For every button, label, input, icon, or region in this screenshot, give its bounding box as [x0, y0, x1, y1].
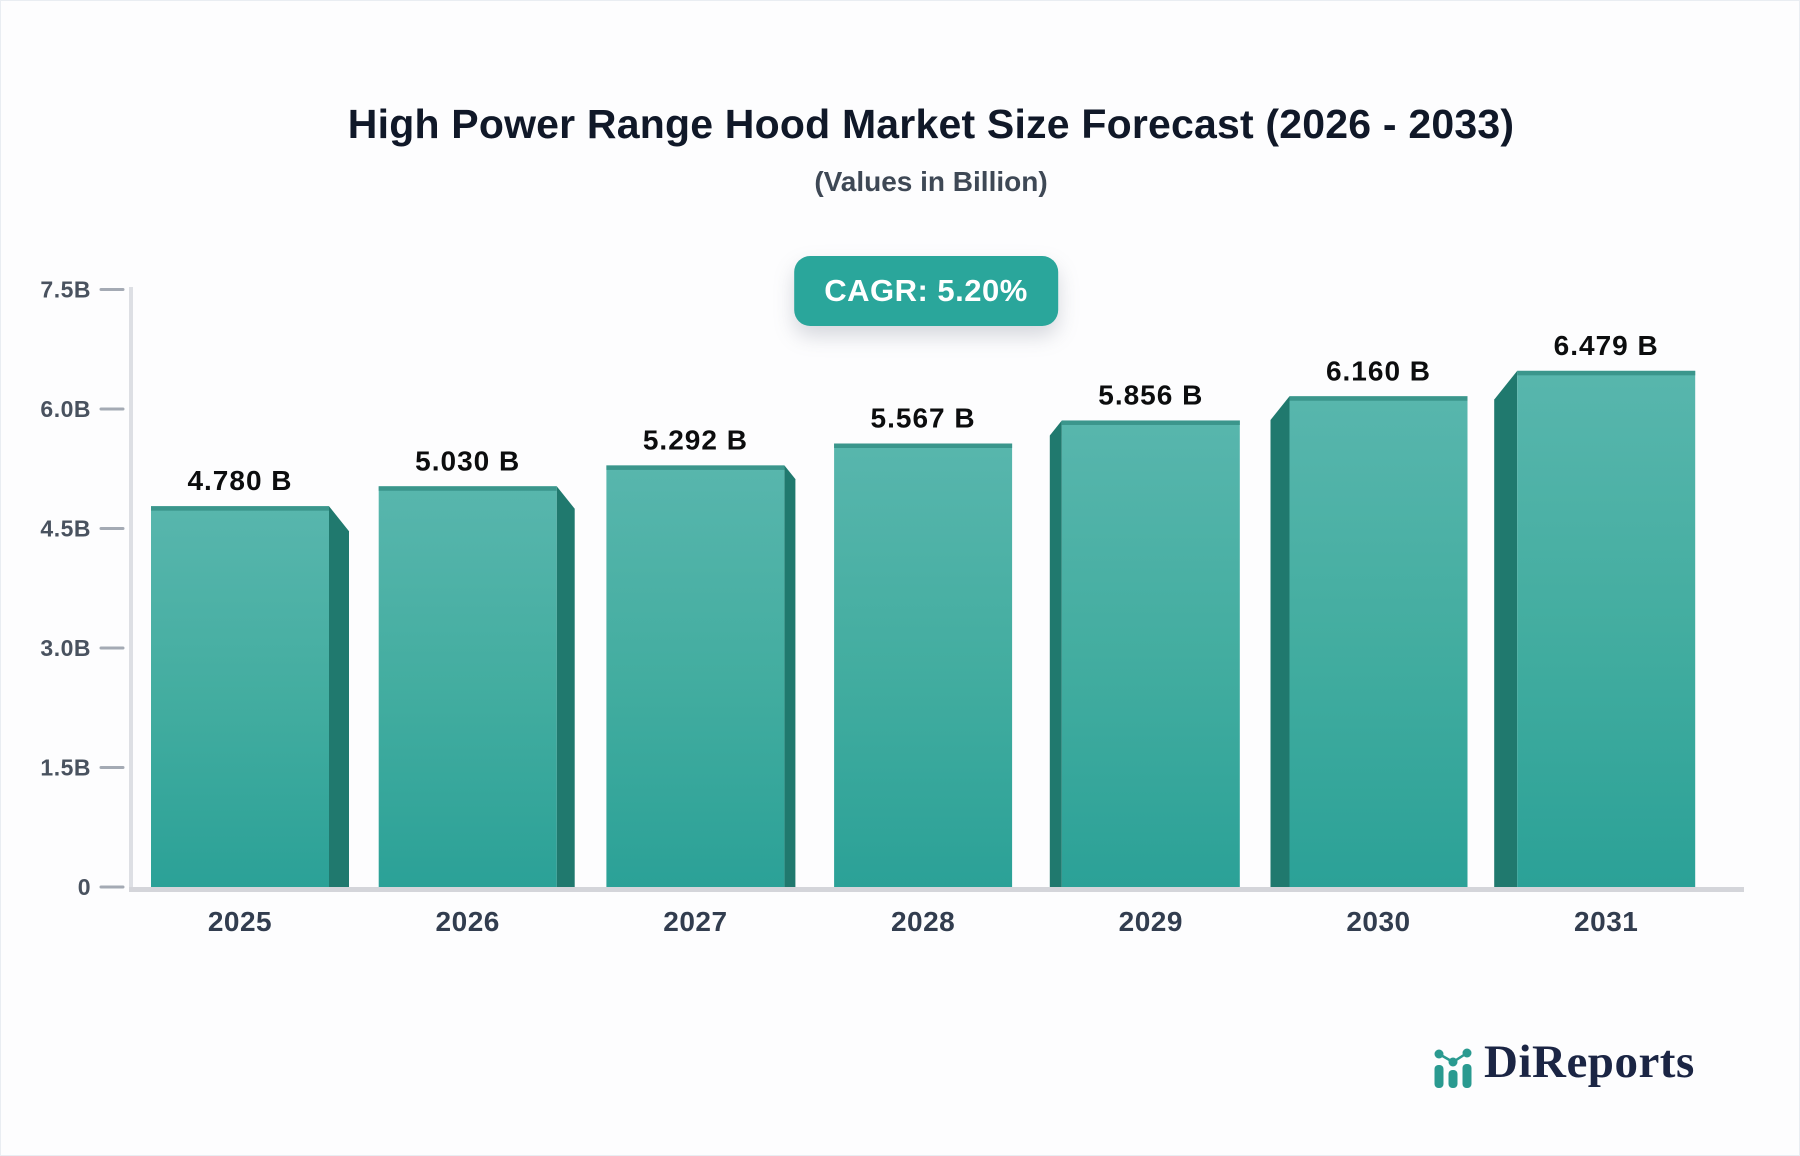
y-tick-label: 7.5B — [40, 277, 91, 303]
bar-side — [329, 506, 349, 887]
x-tick-label: 2029 — [1119, 906, 1183, 937]
y-tick-label: 0 — [78, 874, 91, 900]
bar-top-edge — [1289, 396, 1468, 401]
y-tick-label: 4.5B — [40, 516, 91, 542]
bar-value-label: 5.567 B — [871, 402, 976, 433]
x-tick-label: 2030 — [1346, 906, 1410, 937]
bar-value-label: 5.030 B — [415, 445, 520, 476]
bar-value-label: 4.780 B — [187, 465, 292, 496]
bar-value-label: 5.292 B — [643, 424, 748, 455]
bar-top-edge — [151, 506, 329, 511]
bar — [834, 443, 1013, 887]
chart-subtitle: (Values in Billion) — [814, 166, 1048, 197]
x-tick-label: 2028 — [891, 906, 955, 937]
x-tick-label: 2026 — [436, 906, 500, 937]
bar-side — [1270, 396, 1290, 887]
bar-side — [1494, 370, 1518, 887]
bar-top-edge — [606, 465, 785, 470]
bar — [606, 465, 785, 887]
bar-top-edge — [378, 486, 557, 491]
y-tick-label: 3.0B — [40, 635, 91, 661]
brand-logo: DiReports — [1431, 1036, 1695, 1089]
bar-top-edge — [834, 443, 1013, 448]
bar-side — [1049, 420, 1062, 887]
bar — [1517, 370, 1696, 887]
mini-bar-line-chart-icon — [1434, 1048, 1472, 1088]
y-tick-label: 6.0B — [40, 396, 91, 422]
cagr-badge: CAGR: 5.20% — [794, 256, 1058, 326]
bar — [378, 486, 557, 887]
x-tick-label: 2027 — [663, 906, 727, 937]
bar-top-edge — [1517, 370, 1696, 376]
x-axis-line — [129, 887, 1744, 892]
bar-side — [556, 486, 575, 887]
brand-logo-text: DiReports — [1484, 1036, 1695, 1088]
x-tick-label: 2025 — [208, 906, 272, 937]
chart-title: High Power Range Hood Market Size Foreca… — [347, 101, 1515, 147]
y-axis-line — [129, 287, 133, 892]
bar-top-edge — [1061, 420, 1240, 425]
bar-side — [784, 465, 796, 887]
bar — [151, 506, 329, 887]
bar — [1289, 396, 1468, 887]
bar-value-label: 5.856 B — [1098, 379, 1203, 410]
bar-value-label: 6.479 B — [1554, 330, 1659, 361]
bar-value-label: 6.160 B — [1326, 355, 1431, 386]
bar — [1061, 420, 1240, 887]
x-tick-label: 2031 — [1574, 906, 1638, 937]
y-tick-label: 1.5B — [40, 755, 91, 781]
cagr-badge-label: CAGR: 5.20% — [824, 273, 1028, 308]
